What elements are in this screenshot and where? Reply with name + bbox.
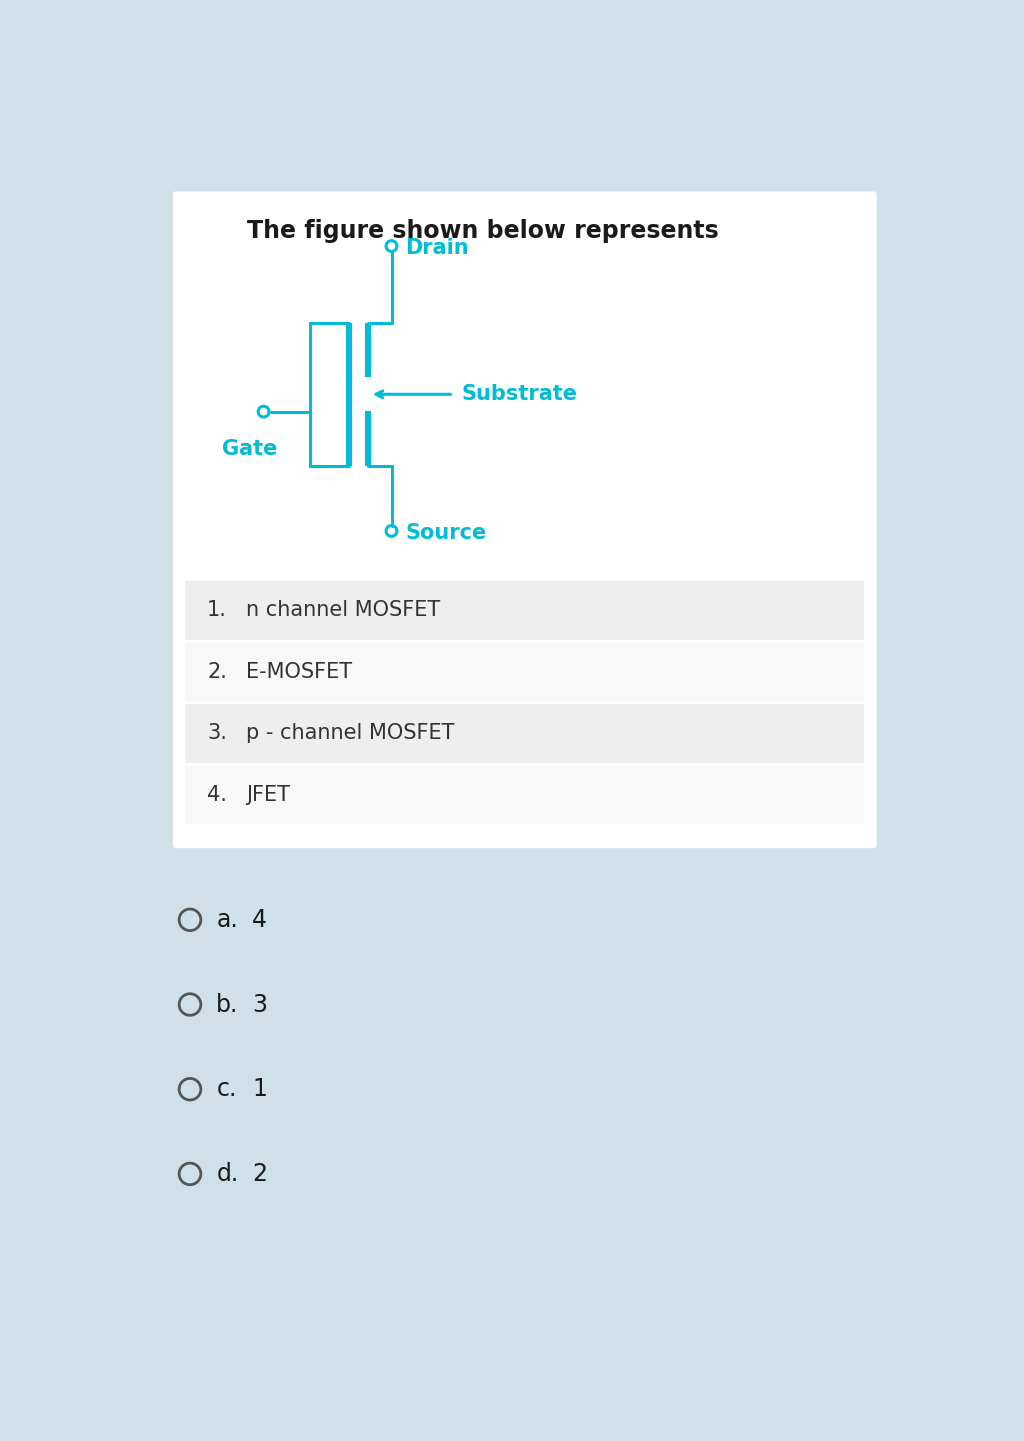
Text: a.: a.: [216, 908, 239, 932]
Text: c.: c.: [216, 1078, 237, 1101]
Text: 1: 1: [252, 1078, 267, 1101]
FancyBboxPatch shape: [173, 192, 877, 849]
Bar: [185, 765, 864, 824]
Text: p - channel MOSFET: p - channel MOSFET: [246, 723, 455, 744]
Text: 3.: 3.: [207, 723, 227, 744]
Text: 3: 3: [252, 993, 267, 1016]
Text: 2: 2: [252, 1161, 267, 1186]
Text: d.: d.: [216, 1161, 239, 1186]
Bar: [185, 643, 864, 702]
Text: 4: 4: [252, 908, 267, 932]
Text: Substrate: Substrate: [461, 385, 578, 405]
Text: JFET: JFET: [246, 785, 290, 806]
Text: E-MOSFET: E-MOSFET: [246, 661, 352, 682]
Text: Drain: Drain: [406, 238, 469, 258]
Text: b.: b.: [216, 993, 239, 1016]
Text: The figure shown below represents: The figure shown below represents: [247, 219, 719, 244]
Bar: [185, 581, 864, 640]
Text: 2.: 2.: [207, 661, 227, 682]
Text: n channel MOSFET: n channel MOSFET: [246, 601, 440, 620]
Text: Gate: Gate: [222, 438, 278, 458]
Text: 4.: 4.: [207, 785, 227, 806]
Text: 1.: 1.: [207, 601, 227, 620]
Text: Source: Source: [406, 523, 486, 542]
Bar: [185, 705, 864, 762]
